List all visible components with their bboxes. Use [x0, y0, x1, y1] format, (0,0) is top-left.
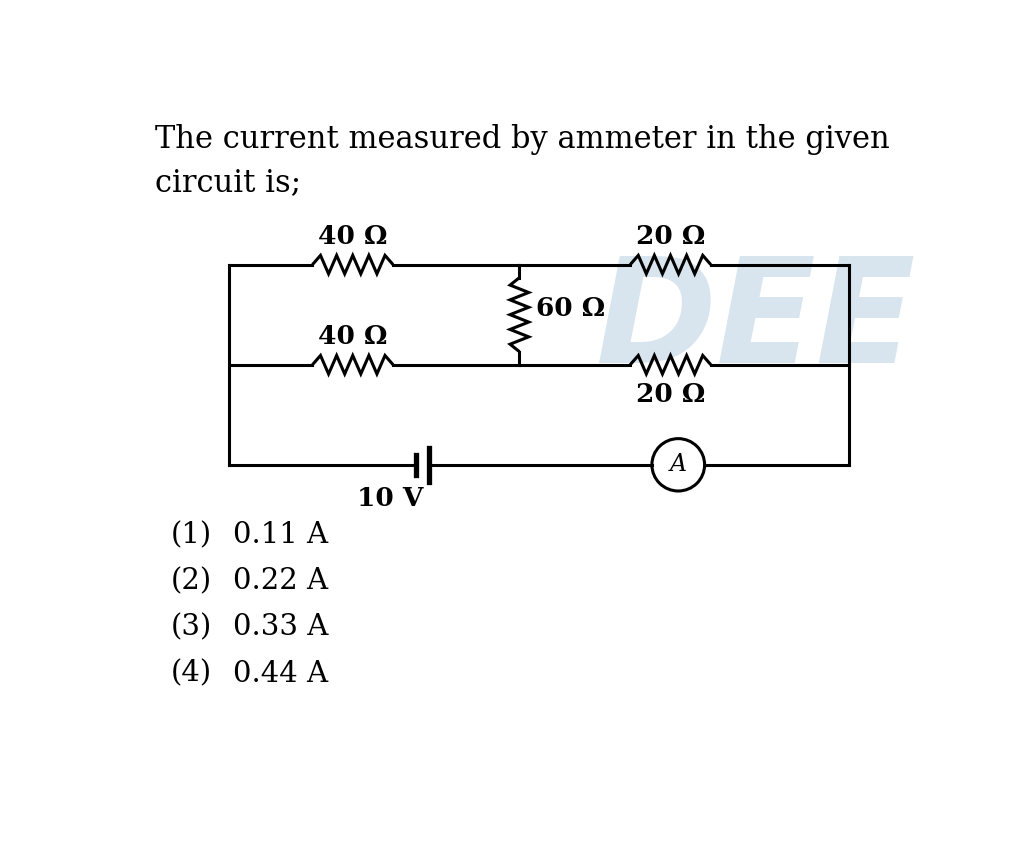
Text: circuit is;: circuit is; [155, 167, 301, 198]
Text: 10 V: 10 V [356, 486, 423, 511]
Text: (2): (2) [171, 568, 212, 595]
Text: (4): (4) [171, 659, 212, 688]
Text: The current measured by ammeter in the given: The current measured by ammeter in the g… [155, 124, 890, 155]
Text: 0.44 A: 0.44 A [232, 659, 328, 688]
Text: 0.22 A: 0.22 A [232, 568, 328, 595]
Text: 20 Ω: 20 Ω [636, 382, 706, 407]
Text: 0.33 A: 0.33 A [232, 613, 328, 641]
Text: A: A [670, 454, 687, 476]
Text: 0.11 A: 0.11 A [232, 521, 328, 549]
Text: 20 Ω: 20 Ω [636, 225, 706, 249]
Text: 40 Ω: 40 Ω [318, 225, 387, 249]
Text: 40 Ω: 40 Ω [318, 324, 387, 349]
Text: 60 Ω: 60 Ω [537, 296, 605, 321]
Text: (3): (3) [171, 613, 212, 641]
Text: DEE: DEE [596, 252, 915, 393]
Text: (1): (1) [171, 521, 212, 549]
